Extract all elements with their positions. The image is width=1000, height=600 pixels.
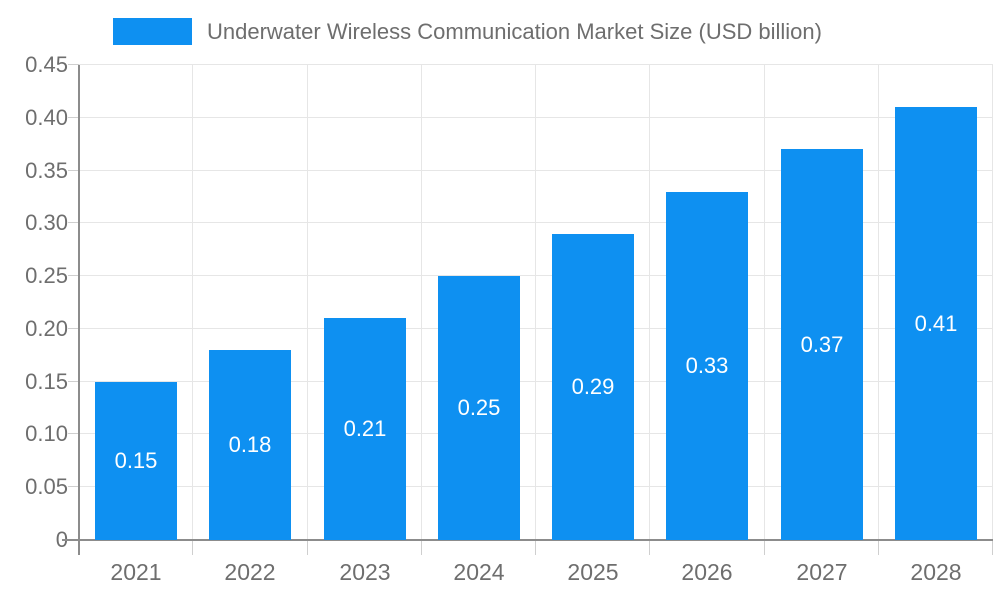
y-tick-label: 0.05 xyxy=(25,474,68,499)
y-tick-label: 0.45 xyxy=(25,52,68,77)
x-axis-label: 2026 xyxy=(681,559,733,585)
bar[interactable]: 0.41 xyxy=(895,107,977,540)
bar[interactable]: 0.37 xyxy=(781,149,863,540)
x-tick xyxy=(992,540,993,555)
x-tick xyxy=(764,540,765,555)
bar[interactable]: 0.15 xyxy=(95,382,177,540)
x-gridline xyxy=(421,65,422,540)
y-tick xyxy=(68,433,79,434)
x-axis-label: 2028 xyxy=(910,559,962,585)
bar-value-label: 0.41 xyxy=(914,310,958,336)
bar-value-label: 0.33 xyxy=(685,353,729,378)
y-gridline xyxy=(79,275,993,276)
y-gridline xyxy=(79,222,993,223)
x-axis-label: 2021 xyxy=(110,559,162,585)
plot-area: 0 0.05 0.10 0.15 0.20 0.25 0.30 0.35 0.40 0.45 0.1… xyxy=(25,52,993,585)
x-gridline xyxy=(764,65,765,540)
y-tick-label: 0.20 xyxy=(25,316,68,341)
x-axis-label: 2024 xyxy=(453,559,505,585)
y-tick xyxy=(68,486,79,487)
x-tick xyxy=(878,540,879,555)
x-axis-label: 2027 xyxy=(796,559,848,585)
bar-value-label: 0.37 xyxy=(800,331,844,357)
y-tick xyxy=(68,170,79,171)
y-tick-label: 0.10 xyxy=(25,421,68,446)
y-tick xyxy=(68,381,79,382)
x-axis-label: 2025 xyxy=(567,559,619,585)
y-gridline xyxy=(79,381,993,382)
bar-value-label: 0.18 xyxy=(228,432,272,457)
x-tick xyxy=(649,540,650,555)
bar-value-label: 0.29 xyxy=(571,374,615,399)
bar-value-label: 0.21 xyxy=(343,416,387,441)
y-tick-label: 0.30 xyxy=(25,210,68,235)
y-tick xyxy=(68,275,79,276)
y-tick xyxy=(68,328,79,329)
bar[interactable]: 0.29 xyxy=(552,234,634,540)
x-gridline xyxy=(192,65,193,540)
y-tick xyxy=(68,222,79,223)
x-axis-label: 2022 xyxy=(224,559,276,585)
y-gridline xyxy=(79,328,993,329)
bar-value-label: 0.25 xyxy=(457,395,501,420)
x-gridline xyxy=(878,65,879,540)
y-tick-label: 0.35 xyxy=(25,158,68,183)
x-axis-line xyxy=(62,539,993,541)
x-tick xyxy=(192,540,193,555)
x-axis-label: 2023 xyxy=(339,559,391,585)
y-tick-label: 0.40 xyxy=(25,105,68,130)
bar-value-label: 0.15 xyxy=(114,448,158,473)
y-tick xyxy=(68,64,79,65)
y-tick xyxy=(68,117,79,118)
bar[interactable]: 0.25 xyxy=(438,276,520,540)
x-tick xyxy=(535,540,536,555)
bar[interactable]: 0.21 xyxy=(324,318,406,540)
x-tick xyxy=(307,540,308,555)
y-axis-line xyxy=(78,65,80,555)
x-gridline xyxy=(992,65,993,540)
bar[interactable]: 0.33 xyxy=(666,192,748,540)
y-tick-label: 0.15 xyxy=(25,369,68,394)
x-gridline xyxy=(307,65,308,540)
x-gridline xyxy=(649,65,650,540)
y-gridline xyxy=(79,117,993,118)
legend-swatch xyxy=(113,18,192,45)
y-tick-label: 0.25 xyxy=(25,263,68,288)
x-tick xyxy=(421,540,422,555)
y-gridline xyxy=(79,64,993,65)
legend-item[interactable]: Underwater Wireless Communication Market… xyxy=(113,18,822,45)
bar[interactable]: 0.18 xyxy=(209,350,291,540)
y-gridline xyxy=(79,486,993,487)
y-tick-label: 0 xyxy=(55,527,68,552)
y-gridline xyxy=(79,433,993,434)
x-gridline xyxy=(535,65,536,540)
y-gridline xyxy=(79,170,993,171)
legend-label: Underwater Wireless Communication Market… xyxy=(207,18,822,44)
